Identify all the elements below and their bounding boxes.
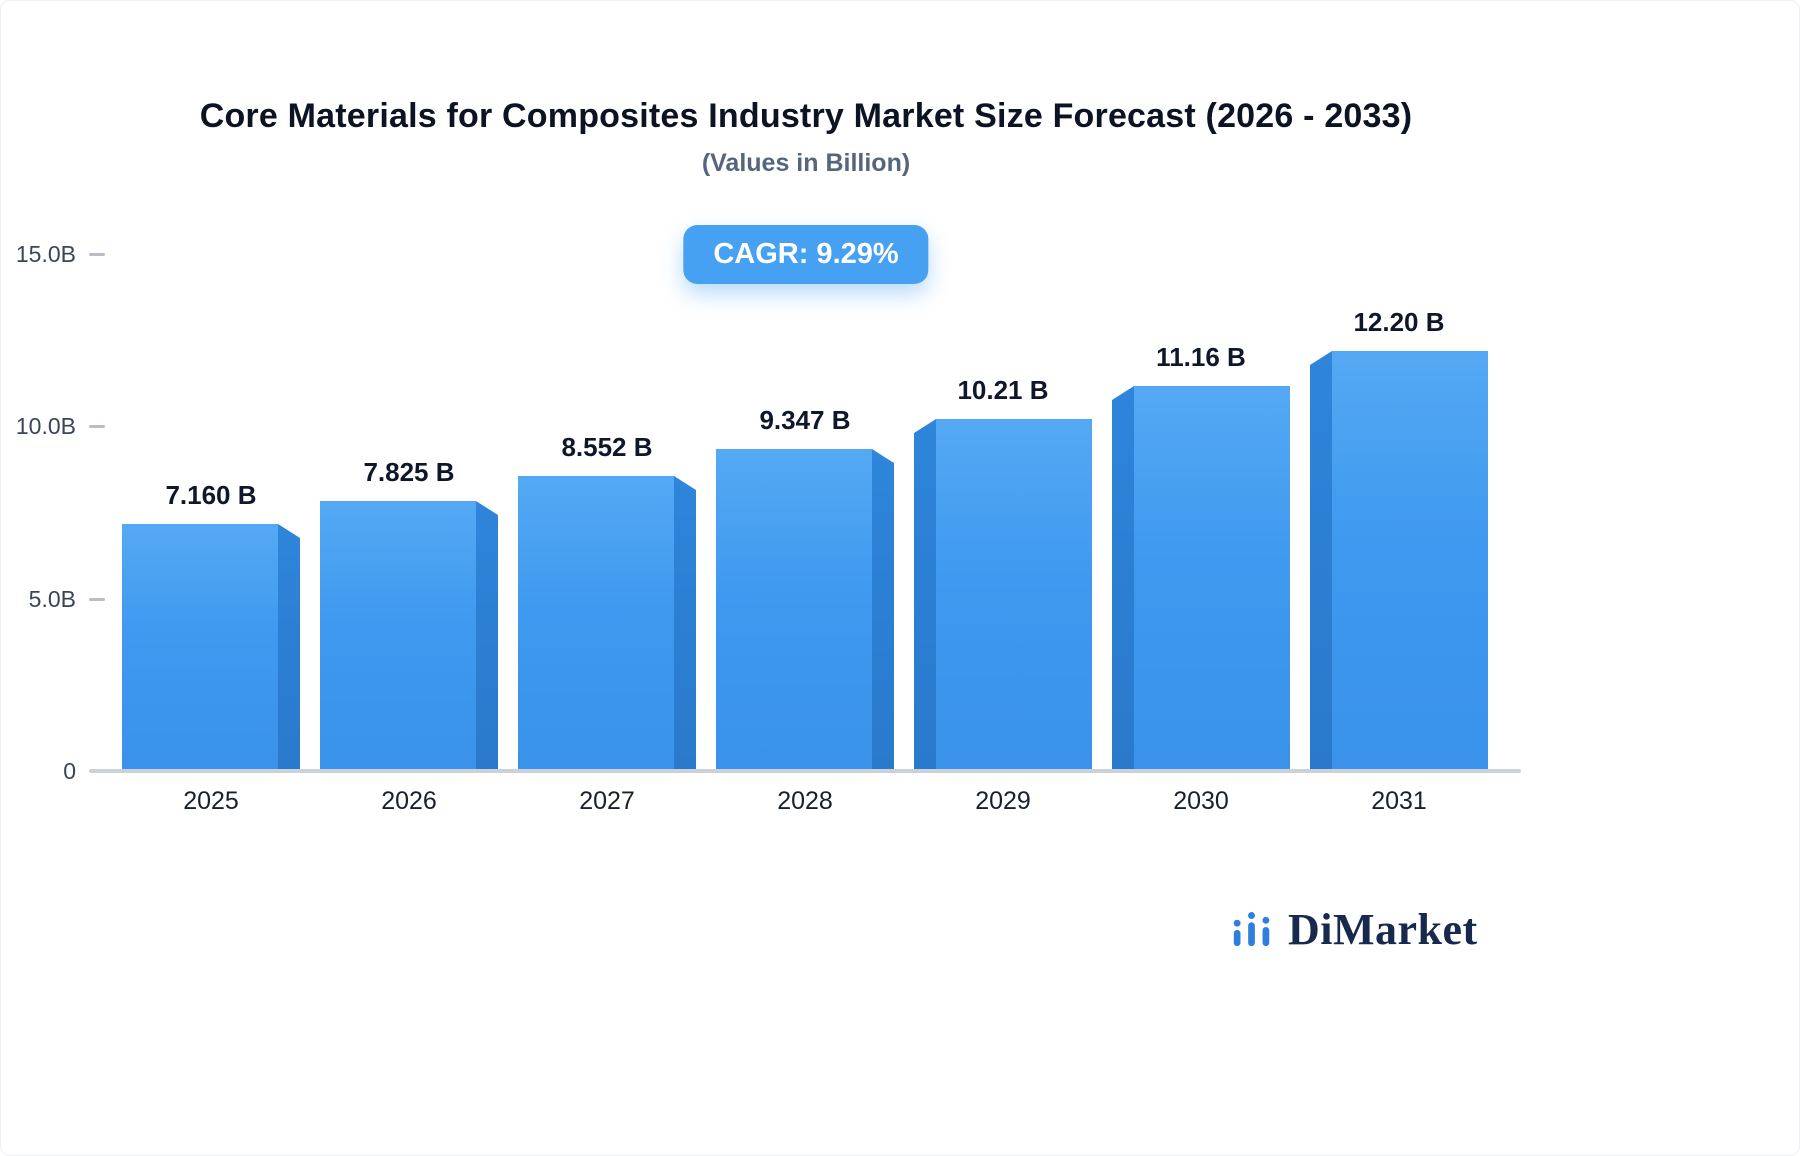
bar-side-2027 <box>674 476 696 771</box>
y-tick-label-5.0B: 5.0B <box>28 585 76 612</box>
bar-2029: 10.21 B <box>914 375 1092 771</box>
bar-face-2031 <box>1332 351 1488 771</box>
cagr-badge: CAGR: 9.29% <box>683 225 929 284</box>
chart-subtitle: (Values in Billion) <box>701 149 911 177</box>
bar-face-2025 <box>122 524 278 771</box>
bar-2025: 7.160 B <box>122 480 300 771</box>
x-tick-label-2027: 2027 <box>579 787 635 815</box>
y-tick-mark <box>89 425 105 429</box>
brand-logo: DiMarket <box>1229 904 1478 955</box>
bar-value-label-2030: 11.16 B <box>1156 342 1246 372</box>
bar-face-2026 <box>320 501 476 771</box>
y-tick-label-0: 0 <box>63 758 76 784</box>
x-tick-label-2026: 2026 <box>381 787 437 815</box>
bar-side-2029 <box>914 419 936 771</box>
x-tick-label-2025: 2025 <box>183 787 239 815</box>
bar-value-label-2028: 9.347 B <box>759 405 851 435</box>
x-axis-baseline <box>89 769 1521 773</box>
bar-side-2026 <box>476 501 498 771</box>
x-tick-label-2028: 2028 <box>777 787 833 815</box>
bar-2030: 11.16 B <box>1112 342 1290 771</box>
bar-side-2031 <box>1310 351 1332 771</box>
y-tick-label-15.0B: 15.0B <box>15 241 76 267</box>
brand-logo-text: DiMarket <box>1288 905 1478 954</box>
chart-title: Core Materials for Composites Industry M… <box>199 97 1413 135</box>
bar-side-2025 <box>278 524 300 771</box>
bar-value-label-2025: 7.160 B <box>165 480 257 510</box>
bar-2031: 12.20 B <box>1310 307 1488 771</box>
bar-side-2030 <box>1112 386 1134 771</box>
y-tick-mark <box>89 597 105 601</box>
bar-value-label-2027: 8.552 B <box>561 432 653 462</box>
bar-2026: 7.825 B <box>320 457 498 771</box>
x-tick-label-2029: 2029 <box>975 787 1031 815</box>
x-tick-label-2030: 2030 <box>1173 787 1229 815</box>
bar-face-2027 <box>518 476 674 771</box>
bar-face-2029 <box>936 419 1092 771</box>
bar-value-label-2026: 7.825 B <box>363 457 455 487</box>
bar-value-label-2031: 12.20 B <box>1353 307 1445 337</box>
bar-side-2028 <box>872 449 894 771</box>
bar-face-2028 <box>716 449 872 771</box>
bar-2027: 8.552 B <box>518 432 696 771</box>
y-tick-mark <box>89 253 105 256</box>
bar-value-label-2029: 10.21 B <box>957 375 1049 405</box>
bar-2028: 9.347 B <box>716 405 894 771</box>
x-tick-label-2031: 2031 <box>1371 787 1427 815</box>
dimarket-logo-icon <box>1229 904 1275 955</box>
y-tick-label-10.0B: 10.0B <box>15 413 76 440</box>
bar-face-2030 <box>1134 386 1290 771</box>
